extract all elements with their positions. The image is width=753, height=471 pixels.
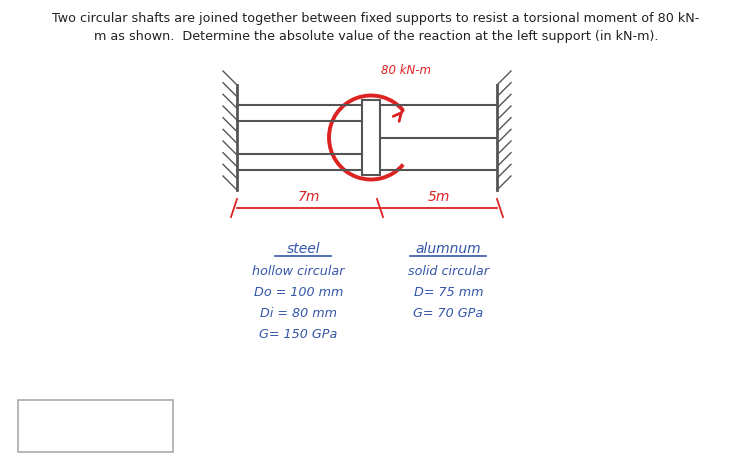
Text: D= 75 mm: D= 75 mm <box>413 286 483 299</box>
Text: Do = 100 mm: Do = 100 mm <box>254 286 343 299</box>
Text: G= 150 GPa: G= 150 GPa <box>259 328 337 341</box>
Text: Di = 80 mm: Di = 80 mm <box>260 307 337 320</box>
Text: 80 kN-m: 80 kN-m <box>381 65 431 78</box>
Text: alumnum: alumnum <box>416 242 481 256</box>
Text: hollow circular: hollow circular <box>252 265 345 278</box>
Text: 5m: 5m <box>427 190 450 204</box>
Text: steel: steel <box>287 242 320 256</box>
Text: Two circular shafts are joined together between fixed supports to resist a torsi: Two circular shafts are joined together … <box>52 12 700 25</box>
Bar <box>18 400 173 452</box>
Text: m as shown.  Determine the absolute value of the reaction at the left support (i: m as shown. Determine the absolute value… <box>94 30 658 43</box>
Text: solid circular: solid circular <box>408 265 489 278</box>
Text: G= 70 GPa: G= 70 GPa <box>413 307 483 320</box>
Bar <box>362 100 380 175</box>
Text: 7m: 7m <box>297 190 320 204</box>
